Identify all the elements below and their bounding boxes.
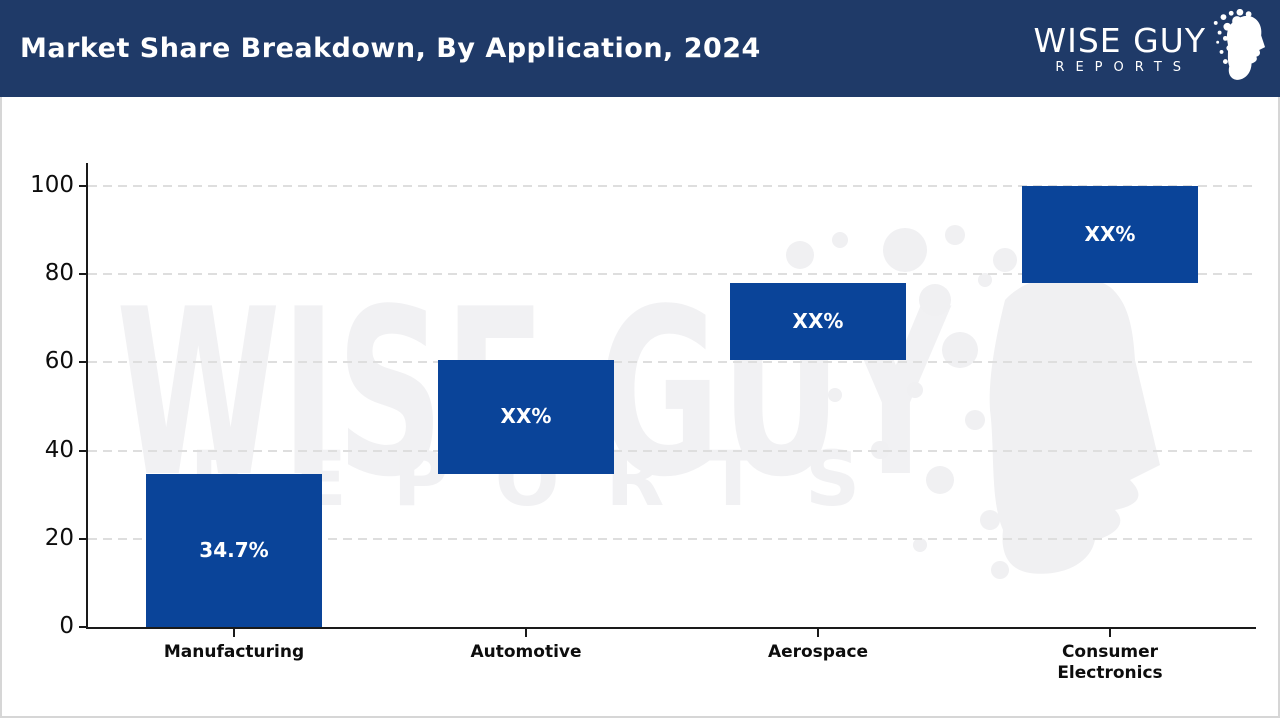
y-tick-label: 20 [44,524,74,551]
bar: XX% [730,283,906,361]
y-tick-label: 60 [44,348,74,375]
y-tick-mark [79,361,86,364]
y-tick-label: 40 [44,436,74,463]
x-tick-mark [1109,629,1111,637]
gridline [88,185,1256,187]
logo-head-icon [1213,9,1266,80]
bar-value-label: 34.7% [199,537,269,562]
y-tick-mark [79,537,86,540]
y-tick-label: 80 [44,260,74,287]
gridline [88,449,1256,452]
logo-wordmark: WISE GUY REPORTS [1033,20,1206,76]
y-tick-label: 100 [30,172,74,198]
bar-value-label: XX% [500,404,552,429]
logo-reports-text: REPORTS [1055,59,1193,75]
page-title: Market Share Breakdown, By Application, … [20,33,761,64]
y-tick-mark [79,273,86,276]
gridline [88,361,1256,364]
wiseguy-logo: WISE GUY REPORTS [1033,9,1266,89]
bar-value-label: XX% [792,309,844,334]
bar: 34.7% [146,473,322,627]
chart-area: WISE GUY REPORTS 02040608010034.7%Manufa… [0,97,1280,720]
gridline [88,537,1256,540]
header-bar: Market Share Breakdown, By Application, … [0,0,1280,97]
y-tick-label: 0 [59,613,74,639]
logo-wiseguy-text: WISE GUY [1033,20,1206,60]
y-tick-mark [79,449,86,452]
y-axis-line [86,163,88,629]
x-tick-mark [233,629,235,637]
bar: XX% [1022,186,1198,284]
x-axis-label: Aerospace [767,642,869,662]
y-tick-mark [79,185,86,187]
x-tick-mark [817,629,819,637]
y-tick-mark [79,626,86,628]
x-axis-label: Automotive [470,642,582,662]
bar: XX% [438,360,614,474]
x-axis-label: Consumer Electronics [1057,642,1163,683]
gridline [88,273,1256,276]
x-axis-label: Manufacturing [163,642,305,662]
bar-value-label: XX% [1084,222,1136,246]
x-axis-line [86,627,1256,629]
x-tick-mark [525,629,527,637]
